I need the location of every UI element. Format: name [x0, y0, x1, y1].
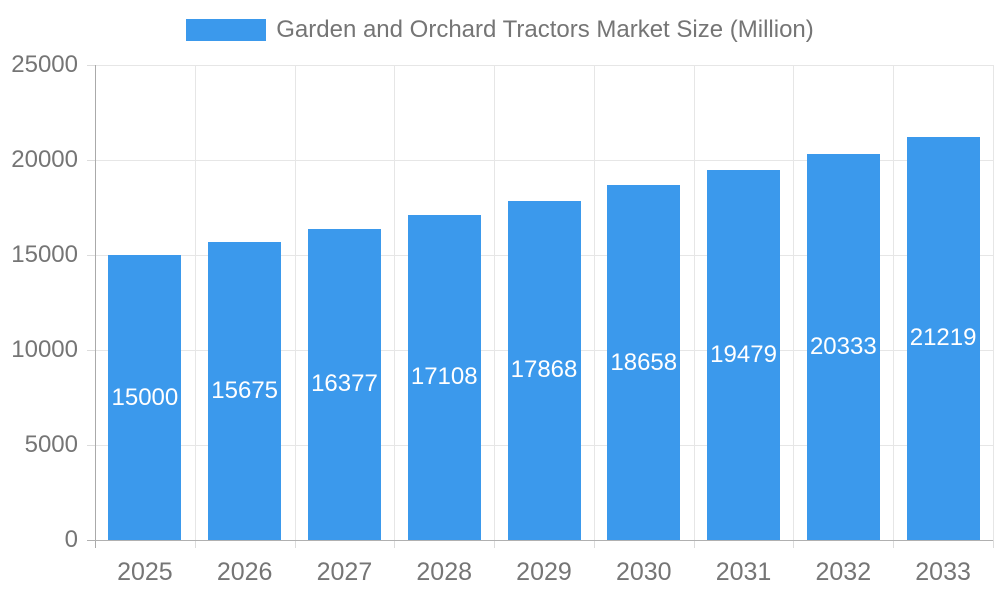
- x-axis-tick-label: 2030: [615, 558, 672, 586]
- bar-2032: 20333: [806, 153, 880, 540]
- x-axis-tick-label: 2029: [516, 558, 572, 586]
- x-axis-tick: [893, 540, 895, 548]
- bar-2028: 17108: [407, 214, 481, 540]
- bar-2033: 21219: [906, 136, 980, 540]
- x-axis-tick-label: 2033: [915, 558, 971, 586]
- y-axis-tick-label: 15000: [11, 241, 78, 268]
- x-axis-tick-label: 2027: [316, 558, 373, 586]
- x-axis-tick: [394, 540, 396, 548]
- x-gridline: [294, 65, 296, 540]
- x-gridline: [194, 65, 196, 540]
- x-axis-tick: [993, 540, 994, 548]
- x-gridline: [893, 65, 895, 540]
- x-axis-tick: [494, 540, 496, 548]
- y-axis-tick-label: 25000: [11, 51, 78, 78]
- bar-2025: 15000: [108, 255, 182, 540]
- x-axis-tick-label: 2025: [117, 558, 173, 586]
- bar-2026: 15675: [208, 242, 282, 540]
- x-axis-tick: [294, 540, 296, 548]
- bar-value-label: 15675: [211, 377, 279, 405]
- x-axis-tick: [693, 540, 695, 548]
- x-axis-line: [87, 540, 993, 541]
- y-axis-line: [95, 65, 96, 548]
- x-axis-tick: [593, 540, 595, 548]
- y-gridline: [95, 65, 993, 66]
- y-axis-tick: [87, 65, 95, 66]
- y-gridline: [95, 160, 993, 161]
- y-axis-tick-label: 10000: [11, 336, 78, 363]
- x-axis-tick-label: 2026: [216, 558, 273, 586]
- legend-label: Garden and Orchard Tractors Market Size …: [276, 16, 814, 43]
- bar-value-label: 15000: [111, 383, 179, 411]
- y-axis-tick: [87, 445, 95, 446]
- x-axis-tick-label: 2028: [416, 558, 473, 586]
- bar-value-label: 19479: [710, 340, 777, 368]
- x-axis-tick-label: 2031: [715, 558, 772, 586]
- bar-2027: 16377: [307, 228, 381, 540]
- x-axis-tick: [194, 540, 196, 548]
- bar-value-label: 21219: [909, 324, 977, 352]
- x-gridline: [394, 65, 396, 540]
- bar-value-label: 18658: [610, 348, 678, 376]
- y-axis-tick-label: 0: [64, 526, 78, 553]
- x-axis-tick: [793, 540, 795, 548]
- bar-value-label: 17108: [410, 363, 478, 391]
- x-gridline: [993, 65, 994, 540]
- y-axis-tick: [87, 350, 95, 351]
- legend-swatch-icon: [186, 19, 267, 41]
- y-axis-tick: [87, 160, 95, 161]
- x-axis-tick-label: 2032: [815, 558, 872, 586]
- x-gridline: [693, 65, 695, 540]
- y-axis-tick-label: 20000: [11, 146, 78, 173]
- bar-value-label: 17868: [510, 356, 578, 384]
- bar-value-label: 20333: [809, 332, 877, 360]
- x-gridline: [793, 65, 795, 540]
- x-gridline: [494, 65, 496, 540]
- bar-2031: 19479: [707, 169, 781, 540]
- bar-value-label: 16377: [311, 370, 378, 398]
- bar-2030: 18658: [607, 185, 681, 540]
- bar-2029: 17868: [507, 200, 581, 540]
- y-axis-tick-label: 5000: [24, 431, 78, 458]
- x-gridline: [593, 65, 595, 540]
- y-axis-tick: [87, 255, 95, 256]
- legend-item[interactable]: Garden and Orchard Tractors Market Size …: [0, 16, 1000, 44]
